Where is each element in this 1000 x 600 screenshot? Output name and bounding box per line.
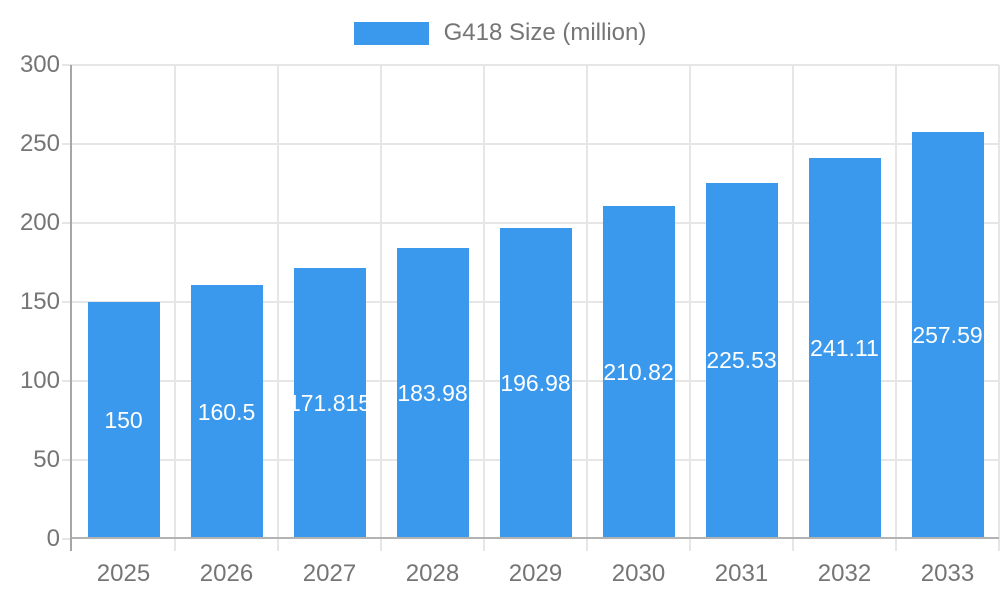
bar-2030[interactable]: 210.82 [602, 205, 675, 539]
x-tick-mark [174, 539, 176, 551]
x-tick-mark [483, 539, 485, 551]
x-tick-label: 2030 [611, 560, 666, 587]
plot-area: 150 160.5 171.815 183.98 196.98 210.82 225.53 2… [72, 64, 1000, 551]
x-tick-mark [998, 539, 1000, 551]
y-tick-label: 50 [33, 446, 60, 473]
x-gridline [689, 65, 691, 539]
y-tick-mark [62, 380, 72, 382]
bar-2027[interactable]: 171.815 [293, 267, 366, 539]
x-tick-label: 2028 [405, 560, 460, 587]
bar-value-label: 210.82 [603, 358, 674, 385]
x-gridline [380, 65, 382, 539]
x-tick-mark [689, 539, 691, 551]
x-tick-mark [380, 539, 382, 551]
bar-2032[interactable]: 241.11 [808, 158, 881, 539]
bar-2028[interactable]: 183.98 [396, 248, 469, 539]
x-gridline [792, 65, 794, 539]
x-gridline [586, 65, 588, 539]
y-tick-label: 100 [19, 367, 60, 394]
bar-value-label: 160.5 [197, 398, 256, 425]
bar-value-label: 241.11 [810, 335, 879, 361]
y-tick-label: 200 [19, 209, 60, 236]
y-tick-mark [62, 143, 72, 145]
bar-2026[interactable]: 160.5 [190, 285, 263, 539]
x-gridline [174, 65, 176, 539]
x-gridline [895, 65, 897, 539]
legend-swatch [353, 21, 429, 45]
y-tick-mark [62, 222, 72, 224]
y-tick-label: 0 [46, 525, 60, 552]
bar-2031[interactable]: 225.53 [705, 182, 778, 539]
x-gridline [998, 65, 1000, 539]
x-tick-mark [586, 539, 588, 551]
bar-value-label: 225.53 [706, 347, 777, 374]
x-tick-label: 2027 [302, 560, 357, 587]
x-tick-label: 2026 [199, 560, 254, 587]
x-tick-label: 2031 [714, 560, 769, 587]
y-tick-mark [62, 64, 72, 66]
bar-value-label: 171.815 [293, 389, 366, 416]
bar-2033[interactable]: 257.59 [911, 132, 984, 539]
legend-label: G418 Size (million) [443, 19, 647, 46]
x-tick-label: 2032 [817, 560, 872, 587]
y-tick-label: 300 [19, 51, 60, 78]
x-tick-label: 2025 [96, 560, 151, 587]
bar-value-label: 257.59 [912, 321, 983, 348]
y-tick-mark [62, 301, 72, 303]
x-tick-mark [895, 539, 897, 551]
x-gridline [483, 65, 485, 539]
y-gridline [72, 64, 999, 66]
x-tick-label: 2029 [508, 560, 563, 587]
y-tick-label: 250 [19, 130, 60, 157]
x-tick-label: 2033 [920, 560, 975, 587]
bar-value-label: 183.98 [397, 380, 468, 407]
y-gridline [72, 143, 999, 145]
x-gridline [277, 65, 279, 539]
y-gridline [72, 222, 999, 224]
bar-value-label: 196.98 [500, 369, 571, 396]
x-axis-baseline [72, 537, 999, 539]
x-tick-mark [277, 539, 279, 551]
bar-2029[interactable]: 196.98 [499, 227, 572, 539]
x-tick-mark [792, 539, 794, 551]
legend: G418 Size (million) [0, 19, 1000, 47]
y-tick-mark [62, 459, 72, 461]
y-tick-mark [62, 538, 72, 540]
bar-value-label: 150 [104, 407, 143, 433]
y-tick-label: 150 [19, 288, 60, 315]
y-axis-line [70, 65, 72, 551]
bar-2025[interactable]: 150 [87, 302, 160, 539]
